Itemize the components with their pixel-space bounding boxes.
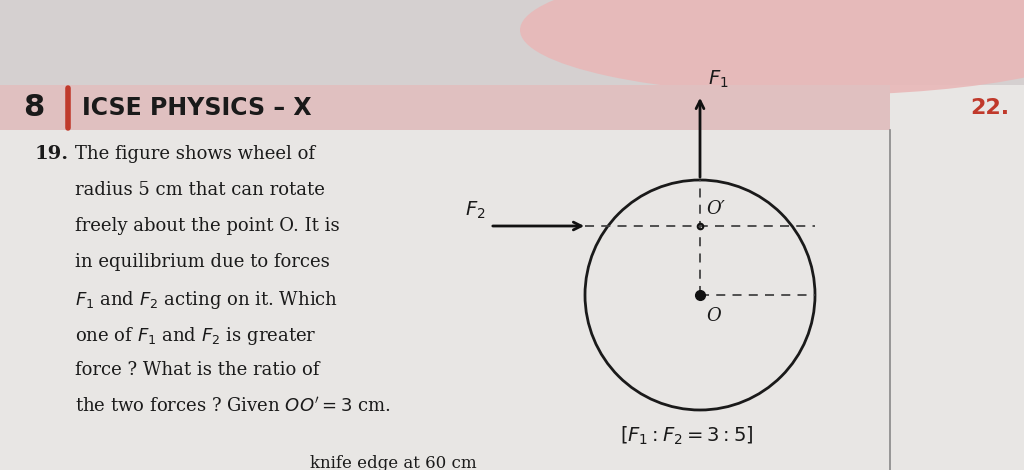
Text: 22.: 22. [971, 98, 1010, 118]
Text: O′: O′ [706, 200, 725, 218]
Text: force ? What is the ratio of: force ? What is the ratio of [75, 361, 319, 379]
Text: $[F_1 : F_2 = 3 : 5]$: $[F_1 : F_2 = 3 : 5]$ [620, 425, 754, 447]
Text: knife edge at 60 cm: knife edge at 60 cm [310, 455, 476, 470]
Bar [0, 85, 890, 130]
Bar [0, 85, 1024, 470]
Text: O: O [706, 307, 721, 325]
Text: radius 5 cm that can rotate: radius 5 cm that can rotate [75, 181, 325, 199]
Bar [0, 0, 1024, 85]
Text: ICSE PHYSICS – X: ICSE PHYSICS – X [82, 96, 311, 120]
Text: 19.: 19. [35, 145, 70, 163]
Text: The figure shows wheel of: The figure shows wheel of [75, 145, 315, 163]
Text: the two forces ? Given $OO' = 3$ cm.: the two forces ? Given $OO' = 3$ cm. [75, 397, 391, 416]
Text: one of $F_1$ and $F_2$ is greater: one of $F_1$ and $F_2$ is greater [75, 325, 316, 347]
Text: 8: 8 [24, 94, 45, 123]
Text: $F_1$ and $F_2$ acting on it. Which: $F_1$ and $F_2$ acting on it. Which [75, 289, 338, 311]
Text: freely about the point O. It is: freely about the point O. It is [75, 217, 340, 235]
Ellipse shape [520, 0, 1024, 95]
Text: $F_2$: $F_2$ [465, 200, 485, 221]
Text: in equilibrium due to forces: in equilibrium due to forces [75, 253, 330, 271]
Text: $F_1$: $F_1$ [708, 69, 729, 90]
